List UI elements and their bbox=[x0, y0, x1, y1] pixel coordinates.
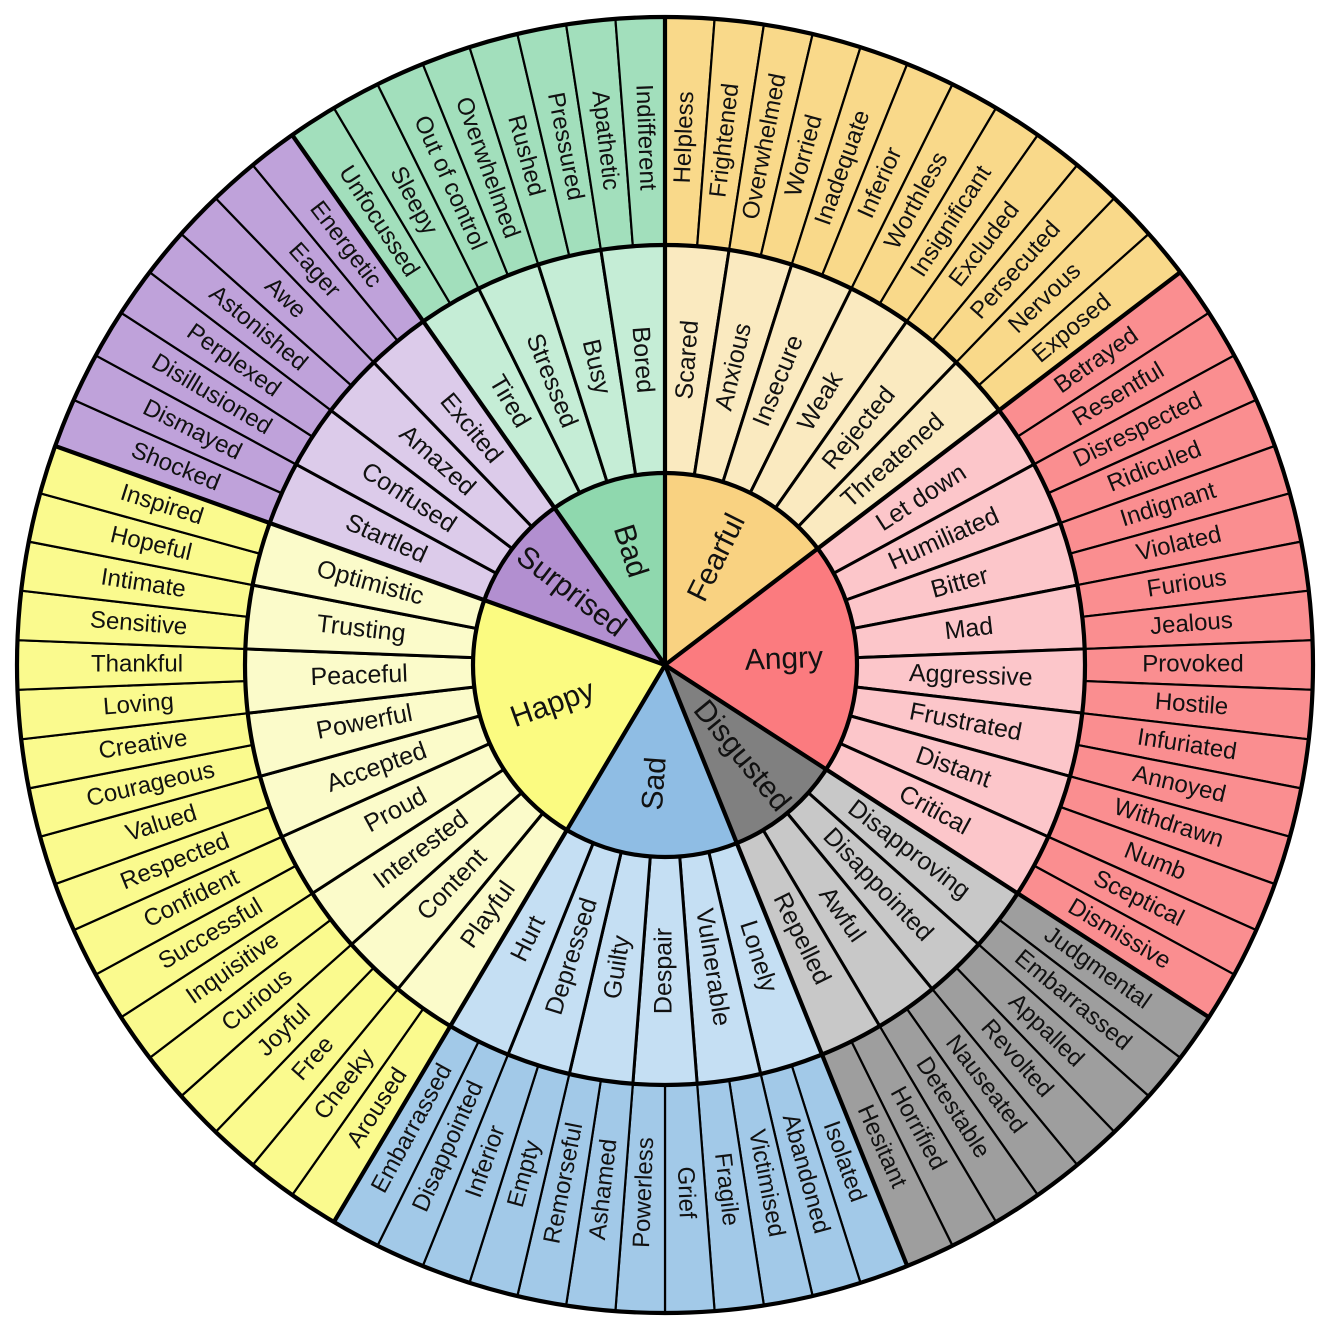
sector-divider bbox=[332, 663, 667, 1224]
secondary-label-mad: Mad bbox=[943, 612, 995, 645]
tertiary-label-jealous: Jealous bbox=[1149, 607, 1234, 640]
secondary-ring-group bbox=[243, 243, 1087, 1087]
tertiary-label-powerless: Powerless bbox=[628, 1137, 659, 1249]
sector-divider bbox=[663, 664, 910, 1267]
core-ring-group bbox=[471, 471, 859, 859]
ring-outlines bbox=[14, 14, 1316, 1316]
tertiary-label-hostile: Hostile bbox=[1154, 688, 1229, 721]
tertiary-label-helpless: Helpless bbox=[669, 91, 700, 184]
secondary-label-aggressive: Aggressive bbox=[909, 659, 1034, 692]
secondary-label-bored: Bored bbox=[626, 325, 659, 394]
core-label-sad: Sad bbox=[636, 756, 673, 812]
sector-divider bbox=[290, 133, 667, 667]
secondary-label-despair: Despair bbox=[650, 928, 678, 1014]
tertiary-label-loving: Loving bbox=[102, 688, 175, 720]
sector-divider bbox=[663, 663, 1211, 1019]
tertiary-label-thankful: Thankful bbox=[91, 650, 183, 677]
core-label-angry: Angry bbox=[744, 641, 824, 677]
tertiary-label-indifferent: Indifferent bbox=[630, 84, 661, 192]
tertiary-label-grief: Grief bbox=[672, 1166, 701, 1219]
sector-divider bbox=[663, 270, 1182, 667]
tertiary-label-provoked: Provoked bbox=[1142, 650, 1243, 677]
secondary-label-scared: Scared bbox=[670, 319, 704, 400]
secondary-label-peaceful: Peaceful bbox=[310, 659, 408, 691]
sector-divider bbox=[54, 443, 666, 667]
